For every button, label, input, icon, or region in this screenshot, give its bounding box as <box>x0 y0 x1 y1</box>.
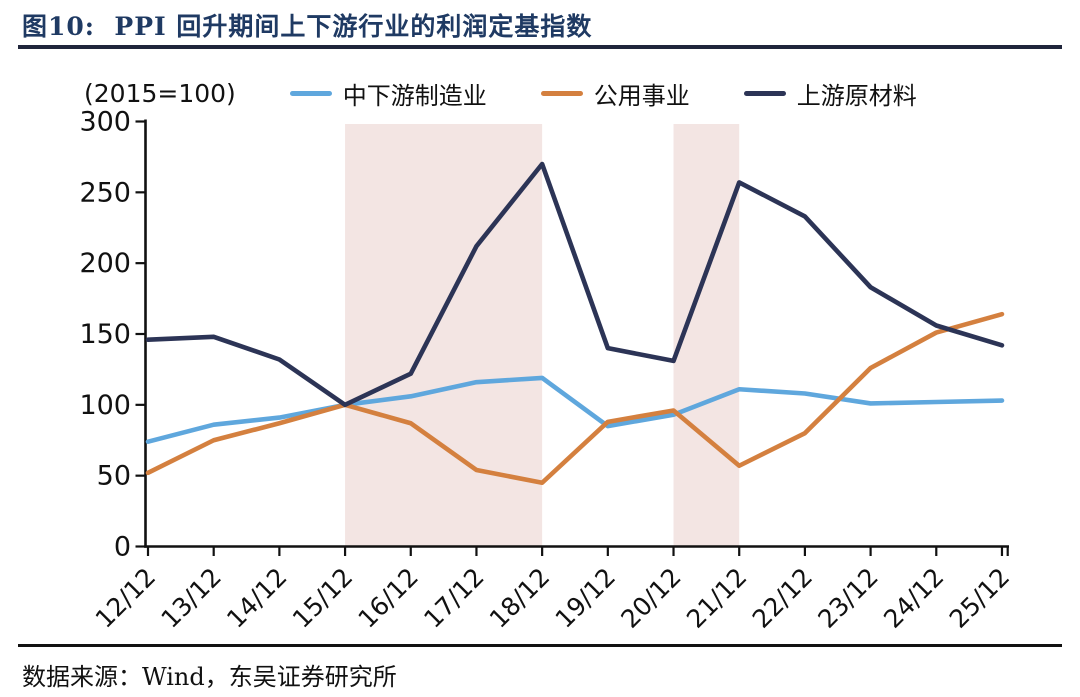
x-tick-label: 12/12 <box>90 562 161 633</box>
x-tick-label: 16/12 <box>353 562 424 633</box>
legend-label-utilities: 公用事业 <box>593 82 690 110</box>
x-tick-label: 17/12 <box>418 562 489 633</box>
data-source: 数据来源：Wind，东吴证券研究所 <box>22 663 397 691</box>
legend-item-utilities: 公用事业 <box>540 76 690 111</box>
ppi-uptrend-band <box>345 124 543 547</box>
legend-label-upstream-raw-materials: 上游原材料 <box>796 82 917 110</box>
y-tick-label: 150 <box>79 319 131 350</box>
x-tick-label: 25/12 <box>944 562 1015 633</box>
x-tick-label: 18/12 <box>484 562 555 633</box>
y-tick-label: 50 <box>97 461 131 492</box>
series-line-upstream-raw-materials <box>145 161 1005 408</box>
legend-item-upstream-raw-materials: 上游原材料 <box>743 76 917 111</box>
legend-swatch-utilities <box>540 91 583 96</box>
legend-swatch-upstream-raw-materials <box>743 91 786 96</box>
legend-swatch-midstream-downstream-manufacturing <box>289 91 332 96</box>
x-tick-label: 22/12 <box>747 562 818 633</box>
x-tick-label: 14/12 <box>221 562 292 633</box>
legend-label-midstream-downstream-manufacturing: 中下游制造业 <box>342 82 487 110</box>
y-tick-label: 200 <box>79 248 131 279</box>
title-divider <box>18 45 1062 49</box>
legend-item-midstream-downstream-manufacturing: 中下游制造业 <box>289 76 487 111</box>
y-tick-label: 250 <box>79 177 131 208</box>
legend-row: (2015=100) 中下游制造业 公用事业 上游原材料 <box>84 76 917 111</box>
figure-title: 图10: PPI 回升期间上下游行业的利润定基指数 <box>22 12 593 41</box>
x-tick-label: 24/12 <box>878 562 949 633</box>
legend: 中下游制造业 公用事业 上游原材料 <box>289 76 917 111</box>
x-tick-label: 21/12 <box>681 562 752 633</box>
series-line-midstream-downstream-manufacturing <box>145 375 1005 444</box>
x-tick-label: 13/12 <box>155 562 226 633</box>
y-tick-label: 0 <box>114 532 131 563</box>
y-tick-label: 100 <box>79 390 131 421</box>
x-tick-label: 23/12 <box>812 562 883 633</box>
footer-divider <box>18 644 1062 647</box>
x-tick-label: 19/12 <box>550 562 621 633</box>
axis-unit-label: (2015=100) <box>84 79 236 108</box>
y-tick-label: 300 <box>79 107 131 138</box>
x-tick-label: 15/12 <box>287 562 358 633</box>
x-tick-label: 20/12 <box>615 562 686 633</box>
series-line-utilities <box>145 311 1005 486</box>
